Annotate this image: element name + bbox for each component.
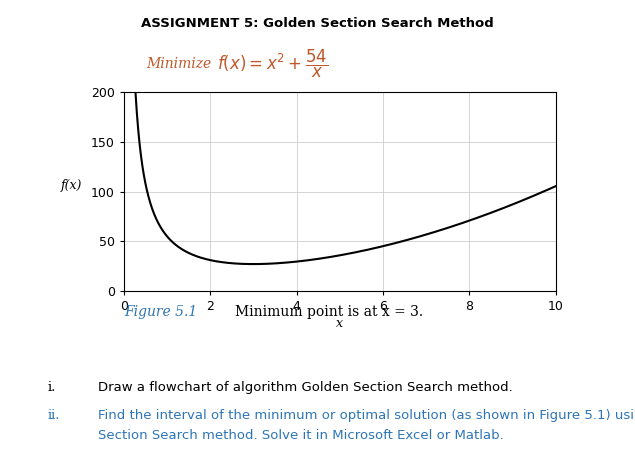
Text: $f(x) = x^2 + \dfrac{54}{x}$: $f(x) = x^2 + \dfrac{54}{x}$ [217,48,329,80]
Text: Minimum point is at x = 3.: Minimum point is at x = 3. [235,305,423,319]
Text: Find the interval of the minimum or optimal solution (as shown in Figure 5.1) us: Find the interval of the minimum or opti… [98,409,635,422]
Text: i.: i. [48,381,56,394]
Y-axis label: f(x): f(x) [61,179,82,192]
X-axis label: x: x [336,317,344,330]
Text: ii.: ii. [48,409,60,422]
Text: ASSIGNMENT 5: Golden Section Search Method: ASSIGNMENT 5: Golden Section Search Meth… [141,17,494,29]
Text: Draw a flowchart of algorithm Golden Section Search method.: Draw a flowchart of algorithm Golden Sec… [98,381,513,394]
Text: Section Search method. Solve it in Microsoft Excel or Matlab.: Section Search method. Solve it in Micro… [98,429,504,442]
Text: Minimize: Minimize [146,57,211,71]
Text: Figure 5.1: Figure 5.1 [124,305,197,319]
